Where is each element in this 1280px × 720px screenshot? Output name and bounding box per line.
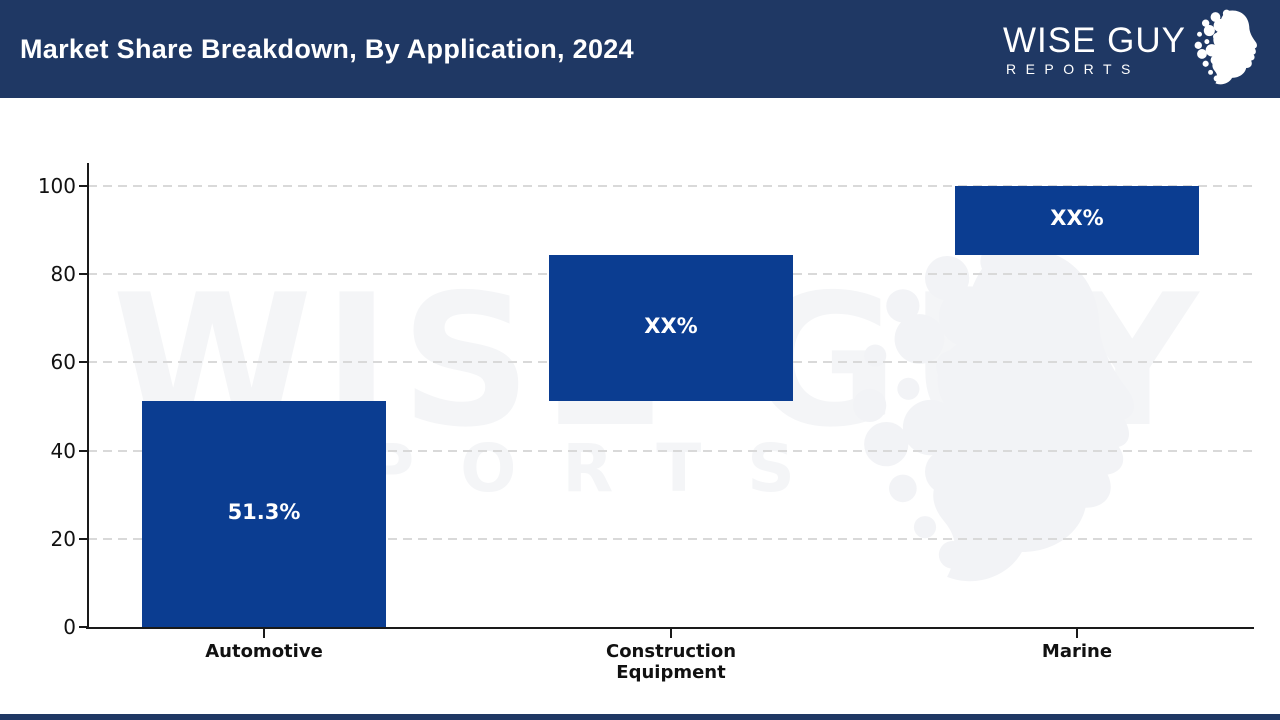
logo-subtitle: REPORTS bbox=[1005, 60, 1140, 77]
category-label-automotive: Automotive bbox=[205, 641, 323, 662]
y-tick-mark-60 bbox=[79, 361, 87, 364]
y-tick-mark-0 bbox=[79, 626, 87, 628]
x-tick-mark-2 bbox=[1076, 629, 1078, 638]
footer-bar bbox=[0, 714, 1280, 720]
logo-head-icon bbox=[1194, 9, 1257, 85]
y-axis-line bbox=[87, 163, 89, 629]
bar-value-label: XX% bbox=[644, 313, 698, 338]
y-tick-mark-20 bbox=[79, 537, 87, 540]
bar-automotive bbox=[142, 400, 386, 627]
watermark-head-icon bbox=[853, 244, 1135, 582]
gridline-40 bbox=[88, 449, 1256, 452]
page-title: Market Share Breakdown, By Application, … bbox=[20, 33, 634, 64]
bar-construction-equipment bbox=[549, 254, 793, 401]
y-tick-label-0: 0 bbox=[63, 615, 76, 639]
y-tick-label-100: 100 bbox=[37, 174, 76, 198]
y-tick-label-20: 20 bbox=[50, 526, 76, 551]
bar-value-label: XX% bbox=[1050, 206, 1104, 231]
header-bar: Market Share Breakdown, By Application, … bbox=[0, 0, 1280, 98]
category-label-construction-equipment: Construction Equipment bbox=[605, 641, 737, 683]
y-tick-label-40: 40 bbox=[50, 438, 76, 463]
y-tick-mark-40 bbox=[79, 449, 87, 452]
x-axis-line bbox=[86, 627, 1254, 629]
gridline-100 bbox=[88, 185, 1256, 187]
y-tick-mark-100 bbox=[79, 185, 87, 187]
x-tick-mark-0 bbox=[263, 629, 265, 638]
gridline-20 bbox=[88, 537, 1256, 540]
wise-guy-reports-logo: WISE GUY REPORTS bbox=[1003, 6, 1280, 92]
chart-area: WISE GUY REPORTS 02040608010051.3%XX%XX%… bbox=[0, 98, 1280, 714]
y-tick-label-60: 60 bbox=[50, 350, 76, 375]
y-tick-mark-80 bbox=[79, 273, 87, 276]
category-label-marine: Marine bbox=[1041, 641, 1113, 662]
logo-wordmark: WISE GUY bbox=[1002, 20, 1186, 60]
y-tick-label-80: 80 bbox=[50, 262, 76, 287]
logo-text: WISE GUY REPORTS bbox=[1003, 23, 1186, 76]
bar-value-label: 51.3% bbox=[227, 499, 301, 524]
bar-marine bbox=[955, 186, 1199, 255]
x-tick-mark-1 bbox=[670, 629, 672, 638]
